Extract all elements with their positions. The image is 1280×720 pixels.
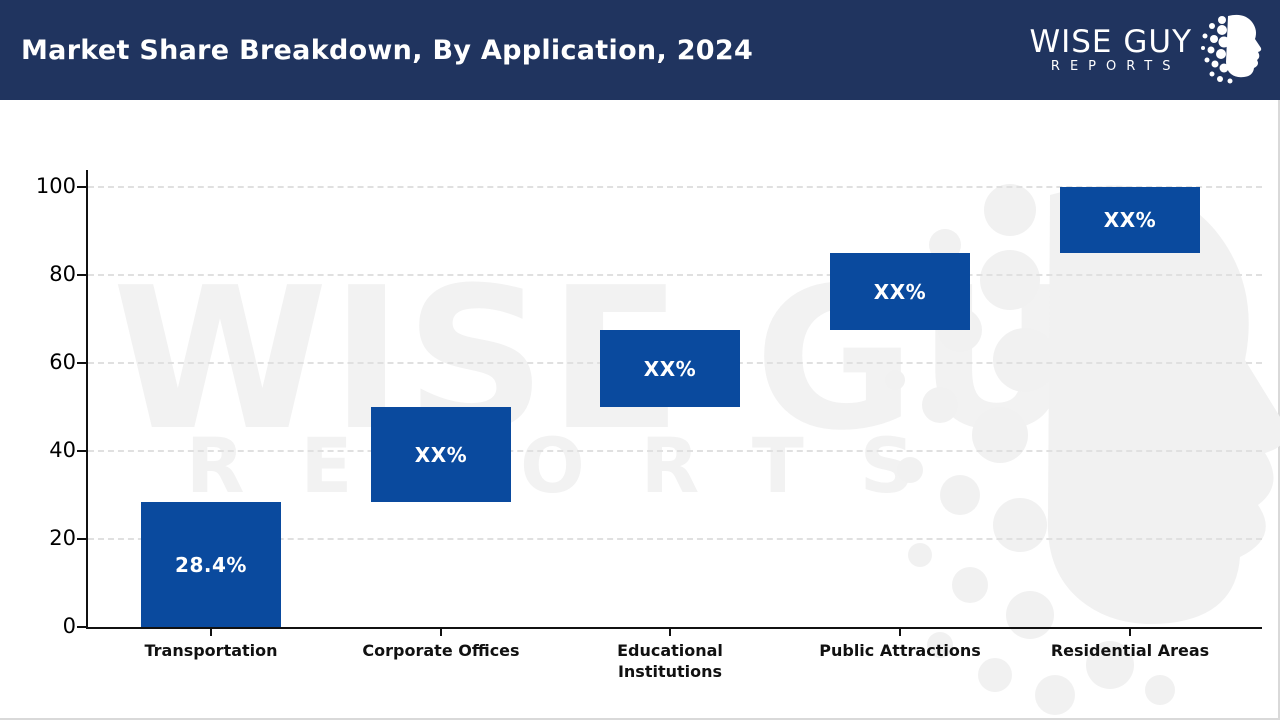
y-axis-line [86,170,88,629]
gridline-100 [88,186,1262,188]
x-category-label-public-attractions: Public Attractions [819,641,981,660]
y-tick-mark-100 [77,186,86,188]
bar-value-label-public-attractions: XX% [873,279,927,304]
x-tick-mark-public-attractions [899,629,901,636]
bar-corporate-offices: XX% [371,407,511,503]
gridline-20 [88,538,1262,540]
y-tick-label-60: 60 [49,350,76,374]
brand-logo: WISE GUY REPORTS [1029,14,1264,86]
bar-value-label-residential-areas: XX% [1103,208,1157,232]
x-axis-line [86,627,1262,629]
bar-public-attractions: XX% [830,253,970,330]
y-tick-mark-0 [77,626,86,628]
y-tick-mark-20 [77,538,86,540]
gridline-40 [88,450,1262,452]
y-tick-label-20: 20 [49,526,76,550]
x-category-label-educational-institutions: Educational Institutions [617,641,723,681]
y-tick-mark-60 [77,362,86,364]
x-category-label-corporate-offices: Corporate Offices [362,641,520,660]
y-tick-mark-40 [77,450,86,452]
y-tick-label-40: 40 [49,438,76,462]
y-tick-label-0: 0 [62,614,76,638]
bar-value-label-educational-institutions: XX% [643,356,697,381]
brand-logo-text: WISE GUY REPORTS [1029,26,1192,75]
bar-value-label-transportation: 28.4% [175,552,247,577]
y-tick-label-80: 80 [49,262,76,286]
bar-educational-institutions: XX% [600,330,740,407]
bar-transportation: 28.4% [141,502,281,627]
x-category-label-transportation: Transportation [144,641,278,660]
x-tick-mark-transportation [210,629,212,636]
y-tick-mark-80 [77,274,86,276]
gridline-80 [88,274,1262,276]
x-category-label-residential-areas: Residential Areas [1050,641,1210,660]
x-tick-mark-residential-areas [1129,629,1131,636]
watermark-brand-subname: REPORTS [186,421,971,510]
header-bar: Market Share Breakdown, By Application, … [0,0,1280,100]
bar-residential-areas: XX% [1060,187,1200,253]
bar-value-label-corporate-offices: XX% [414,442,468,467]
brand-name: WISE GUY [1029,23,1192,60]
page-title: Market Share Breakdown, By Application, … [21,34,754,66]
brand-subname: REPORTS [1050,59,1181,75]
x-tick-mark-corporate-offices [440,629,442,636]
y-tick-label-100: 100 [35,174,76,198]
watermark-face-icon [860,165,1280,720]
brand-face-icon [1198,12,1264,88]
x-tick-mark-educational-institutions [669,629,671,636]
